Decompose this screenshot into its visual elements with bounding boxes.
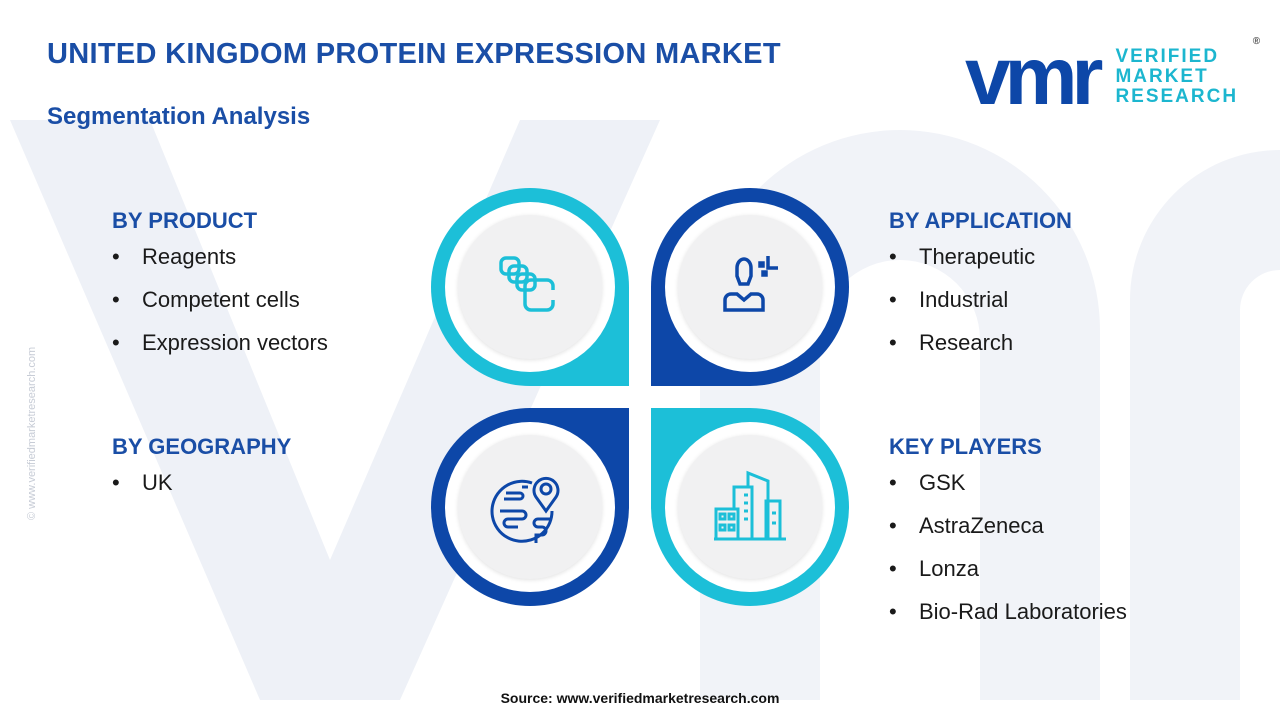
section-product: BY PRODUCT • Reagents • Competent cells • E…: [112, 208, 328, 373]
logo-mark: vmr: [965, 31, 1103, 122]
item-text: Bio-Rad Laboratories: [919, 599, 1127, 624]
logo-line: RESEARCH: [1115, 86, 1239, 107]
item-text: Reagents: [142, 244, 237, 269]
list-item: • Lonza: [889, 556, 1127, 599]
list-item: • UK: [112, 470, 291, 513]
list-item: • AstraZeneca: [889, 513, 1127, 556]
product-drop: [431, 188, 629, 386]
logo-line: MARKET: [1115, 66, 1209, 87]
item-text: UK: [142, 470, 173, 495]
list-item: • Expression vectors: [112, 330, 328, 373]
bullet: •: [112, 330, 120, 355]
application-drop: [651, 188, 849, 386]
source-note: Source: www.verifiedmarketresearch.com: [500, 690, 780, 706]
page-title: UNITED KINGDOM PROTEIN EXPRESSION MARKET: [47, 38, 781, 70]
bullet: •: [889, 330, 897, 355]
item-text: Competent cells: [142, 287, 300, 312]
item-text: Research: [919, 330, 1014, 355]
bullet: •: [889, 470, 897, 495]
list-item: • Industrial: [889, 287, 1072, 330]
buildings-icon: [714, 470, 786, 541]
logo-line: VERIFIED: [1115, 46, 1220, 67]
bullet: •: [112, 470, 120, 495]
list-item: • Bio-Rad Laboratories: [889, 599, 1127, 642]
item-text: Lonza: [919, 556, 979, 581]
logo: vmr VERIFIED MARKET RESEARCH ®: [965, 30, 1260, 124]
section-heading: BY PRODUCT: [112, 208, 258, 233]
bullet: •: [889, 599, 897, 624]
section-heading: BY APPLICATION: [889, 208, 1072, 233]
logo-text: VERIFIED MARKET RESEARCH ®: [1115, 37, 1260, 107]
bullet: •: [889, 556, 897, 581]
section-heading: BY GEOGRAPHY: [112, 434, 292, 459]
section-geography: BY GEOGRAPHY • UK: [112, 434, 291, 513]
person-icon: [723, 256, 778, 312]
item-text: GSK: [919, 470, 966, 495]
bullet: •: [889, 287, 897, 312]
cells-icon: [499, 256, 555, 312]
list-item: • Competent cells: [112, 287, 328, 330]
registered-mark: ®: [1252, 36, 1263, 47]
section-key-players: KEY PLAYERS • GSK • AstraZeneca • Lonza • Bi…: [889, 434, 1127, 642]
geography-drop: [431, 408, 629, 606]
bullet: •: [889, 513, 897, 538]
item-text: Therapeutic: [919, 244, 1036, 269]
bullet: •: [889, 244, 897, 269]
globe-pin-icon: [490, 476, 560, 543]
list-item: • Research: [889, 330, 1072, 373]
bullet: •: [112, 244, 120, 269]
key-players-drop: [651, 408, 849, 606]
list-item: • Reagents: [112, 244, 328, 287]
section-application: BY APPLICATION • Therapeutic • Industrial …: [889, 208, 1072, 373]
side-watermark: © www.verifiedmarketresearch.com: [26, 346, 38, 520]
bullet: •: [112, 287, 120, 312]
list-item: • GSK: [889, 470, 1127, 513]
item-text: AstraZeneca: [919, 513, 1044, 538]
page-subtitle: Segmentation Analysis: [47, 103, 311, 130]
section-heading: KEY PLAYERS: [889, 434, 1042, 459]
list-item: • Therapeutic: [889, 244, 1072, 287]
item-text: Expression vectors: [142, 330, 328, 355]
item-text: Industrial: [919, 287, 1009, 312]
